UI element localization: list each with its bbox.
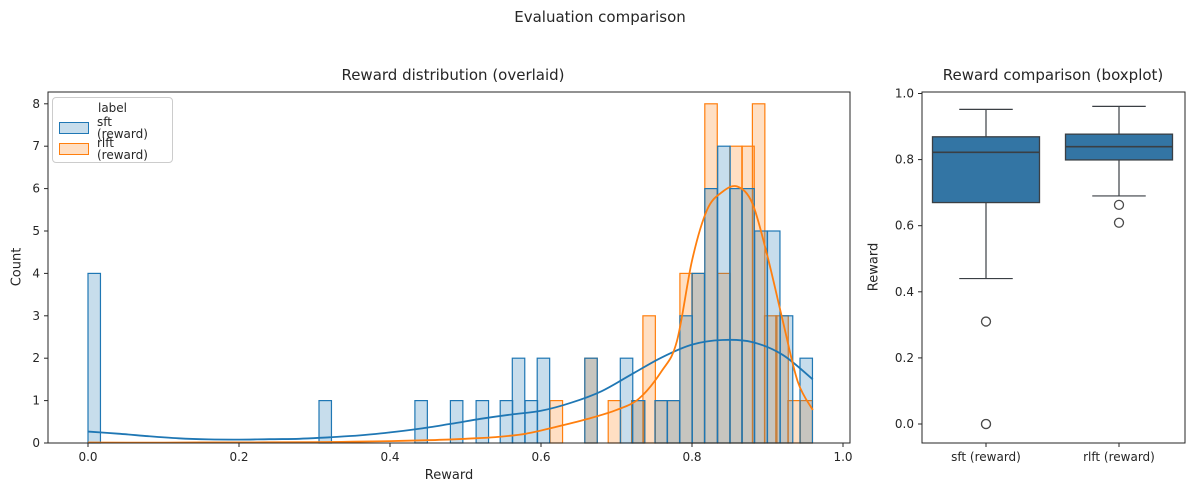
y-tick-label: 2 [32,351,40,365]
boxplot-title: Reward comparison (boxplot) [942,66,1164,84]
y-tick-label: 0 [32,436,40,450]
legend-label-rlft: rlft (reward) [97,135,148,162]
boxplot-ylabel: Reward [866,242,882,292]
x-tick-label: 0.8 [682,450,701,464]
x-tick-label: 0.6 [531,450,550,464]
x-tick-label: 0.2 [229,450,248,464]
y-tick-label: 8 [32,97,40,111]
y-tick-label: 0.6 [895,219,914,233]
legend-item-sft: sft (reward) [59,114,166,141]
outlier-marker [980,316,992,327]
histogram-bar-sft [754,230,768,444]
category-tick-label: sft (reward) [951,450,1021,464]
y-tick-label: 0.8 [895,153,914,167]
histogram-bar-sft [704,188,718,444]
histogram-bar-sft [679,315,693,444]
x-tick-label: 0.0 [78,450,97,464]
legend-title: label [97,101,128,115]
histogram-bar-sft [619,357,634,444]
kde-line-rlft [87,185,814,444]
y-tick-label: 0.2 [895,351,914,365]
histogram-axes-frame [47,91,851,444]
histogram-bar-sft [584,357,598,444]
y-tick-label: 4 [32,266,40,280]
histogram-xlabel: Reward [424,468,474,483]
y-tick-label: 0.4 [895,285,914,299]
histogram-bar-sft [691,272,706,444]
histogram-title: Reward distribution (overlaid) [341,66,565,84]
boxplot-axes-frame [921,91,1186,444]
legend-swatch-sft [59,121,89,134]
outlier-marker [1113,199,1125,211]
legend-swatch-rlft [59,142,89,155]
histogram-bar-sft [414,400,428,444]
kde-line-sft [87,338,814,441]
y-tick-label: 3 [32,309,40,323]
y-tick-label: 6 [32,182,40,196]
outlier-marker [1113,217,1125,228]
figure-suptitle: Evaluation comparison [514,8,686,26]
y-tick-label: 7 [32,139,40,153]
y-tick-label: 1 [32,394,40,408]
histogram-bar-sft [87,272,102,444]
y-tick-label: 0.0 [895,417,914,431]
histogram-bar-sft [654,400,669,444]
box-sft [931,136,1041,204]
histogram-bar-sft [666,400,681,444]
histogram-ylabel: Count [9,247,25,287]
y-tick-label: 5 [32,224,40,238]
category-tick-label: rlft (reward) [1083,450,1155,464]
y-tick-label: 1.0 [895,87,914,101]
histogram-bar-sft [511,357,526,444]
histogram-bar-sft [741,188,755,444]
histogram-bar-rlft [607,400,622,444]
legend-label-sft: sft (reward) [97,114,148,141]
histogram-bar-sft [524,400,539,444]
x-tick-label: 1.0 [833,450,852,464]
histogram-bar-sft [631,400,646,444]
x-tick-label: 0.4 [380,450,399,464]
outlier-marker [980,418,992,430]
histogram-bar-sft [475,400,490,444]
histogram-bar-sft [729,188,743,444]
legend-item-rlft: rlft (reward) [59,135,166,162]
legend: label sft (reward) rlft (reward) [52,97,173,163]
